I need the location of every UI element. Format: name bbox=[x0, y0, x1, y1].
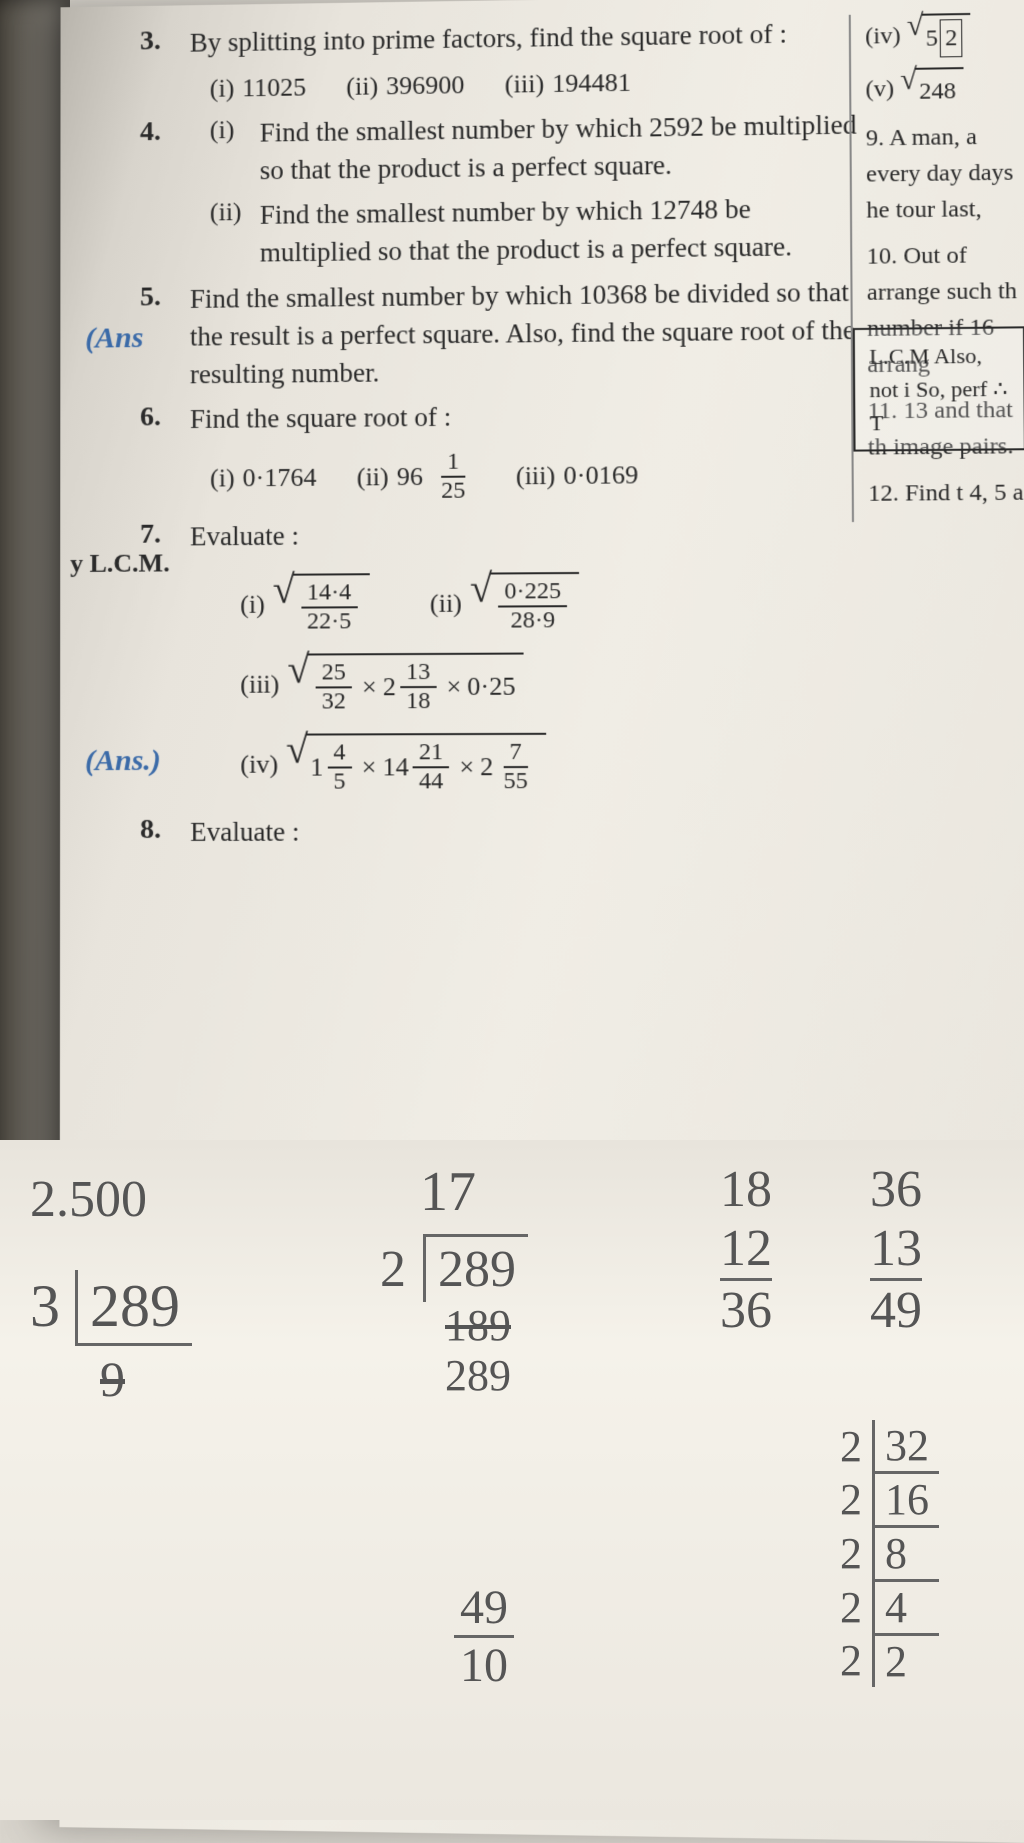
q3-items: (i) 11025 (ii) 396900 (iii) 194481 bbox=[210, 64, 866, 103]
question-3: 3. By splitting into prime factors, find… bbox=[140, 15, 865, 63]
right-iv: (iv) √52 bbox=[865, 12, 1024, 59]
q7-item-ii: (ii) √ 0·225 28·9 bbox=[430, 572, 580, 635]
main-content: 3. By splitting into prime factors, find… bbox=[140, 15, 870, 852]
right-column: (iv) √52 (v) √248 9. A man, a every day … bbox=[849, 12, 1024, 522]
hw-div-289: 3 289 bbox=[30, 1270, 192, 1346]
question-5: (Ans 5. Find the smallest number by whic… bbox=[140, 274, 867, 394]
q5-number: 5. bbox=[140, 281, 190, 313]
question-6: 6. Find the square root of : bbox=[140, 396, 868, 440]
q6-item-iii: (iii) 0·0169 bbox=[516, 447, 639, 504]
q6-number: 6. bbox=[140, 402, 190, 434]
question-4i: 4. (i) Find the smallest number by which… bbox=[140, 106, 866, 191]
sqrt-icon: √ 0·225 28·9 bbox=[470, 572, 580, 635]
hw-17: 17 bbox=[420, 1160, 476, 1224]
q7-item-iv: (Ans.) (iv) √ 1 4 5 × 14 21 bbox=[240, 732, 870, 796]
q3-item-ii: (ii) 396900 bbox=[346, 70, 464, 101]
q4ii-label: (ii) bbox=[190, 197, 260, 228]
q7-item-iii: (iii) √ 25 32 × 2 13 18 × bbox=[240, 651, 869, 716]
q7-number: 7. bbox=[140, 519, 190, 551]
q6-item-i: (i) 0·1764 bbox=[210, 450, 317, 507]
q3-item-i: (i) 11025 bbox=[210, 72, 307, 103]
question-7: y L.C.M. 7. Evaluate : bbox=[140, 514, 868, 557]
lcm-label: y L.C.M. bbox=[70, 549, 170, 579]
ans-label-1: (Ans bbox=[85, 321, 143, 355]
q8-text: Evaluate : bbox=[190, 813, 870, 852]
q7-row-1: (i) √ 14·4 22·5 (ii) √ bbox=[240, 570, 869, 636]
question-8: 8. Evaluate : bbox=[140, 813, 870, 852]
sqrt-icon: √ 1 4 5 × 14 21 44 × bbox=[286, 733, 546, 796]
q4ii-text: Find the smallest number by which 12748 … bbox=[260, 190, 867, 272]
q8-number: 8. bbox=[140, 814, 190, 846]
q4-number: 4. bbox=[140, 116, 190, 148]
right-v: (v) √248 bbox=[865, 66, 1024, 110]
q4i-label: (i) bbox=[190, 115, 260, 146]
q3-number: 3. bbox=[140, 25, 190, 57]
ans-label-2: (Ans.) bbox=[85, 744, 161, 778]
hw-longdiv: 2 289 bbox=[380, 1240, 528, 1299]
right-box: L.C.M Also, not i So, perf ∴ T bbox=[853, 326, 1024, 451]
handwritten-work: 2.500 3 289 9 17 2 289 189 289 49 10 18 … bbox=[0, 1140, 1024, 1820]
q6-text: Find the square root of : bbox=[190, 396, 868, 440]
hw-col-h: 36 13 49 bbox=[870, 1160, 922, 1340]
q5-text: Find the smallest number by which 10368 … bbox=[190, 274, 868, 394]
q3-text: By splitting into prime factors, find th… bbox=[190, 15, 866, 63]
sqrt-icon: √ 25 32 × 2 13 18 × 0·25 bbox=[287, 653, 523, 716]
hw-strikethrough: 9 bbox=[100, 1350, 125, 1408]
right-q9: 9. A man, a every day days he tour last, bbox=[866, 118, 1024, 228]
hw-factor-32: 232 216 28 24 22 bbox=[830, 1420, 939, 1687]
q7-item-i: (i) √ 14·4 22·5 bbox=[240, 573, 369, 636]
hw-col-g: 18 12 36 bbox=[720, 1160, 772, 1340]
q3-item-iii: (iii) 194481 bbox=[505, 68, 631, 100]
q4i-text: Find the smallest number by which 2592 b… bbox=[260, 106, 866, 189]
hw-2500: 2.500 bbox=[30, 1170, 147, 1229]
question-4ii: (ii) Find the smallest number by which 1… bbox=[140, 190, 867, 274]
fraction: 1 25 bbox=[435, 449, 471, 505]
q6-item-ii: (ii) 96 1 25 bbox=[357, 449, 476, 506]
q6-items: (i) 0·1764 (ii) 96 1 25 (iii) 0·0169 bbox=[210, 446, 868, 507]
hw-49-10: 49 10 bbox=[450, 1580, 518, 1693]
sqrt-icon: √ 14·4 22·5 bbox=[273, 573, 370, 635]
q7-text: Evaluate : bbox=[190, 514, 869, 556]
right-q12: 12. Find t 4, 5 a bbox=[868, 474, 1024, 511]
